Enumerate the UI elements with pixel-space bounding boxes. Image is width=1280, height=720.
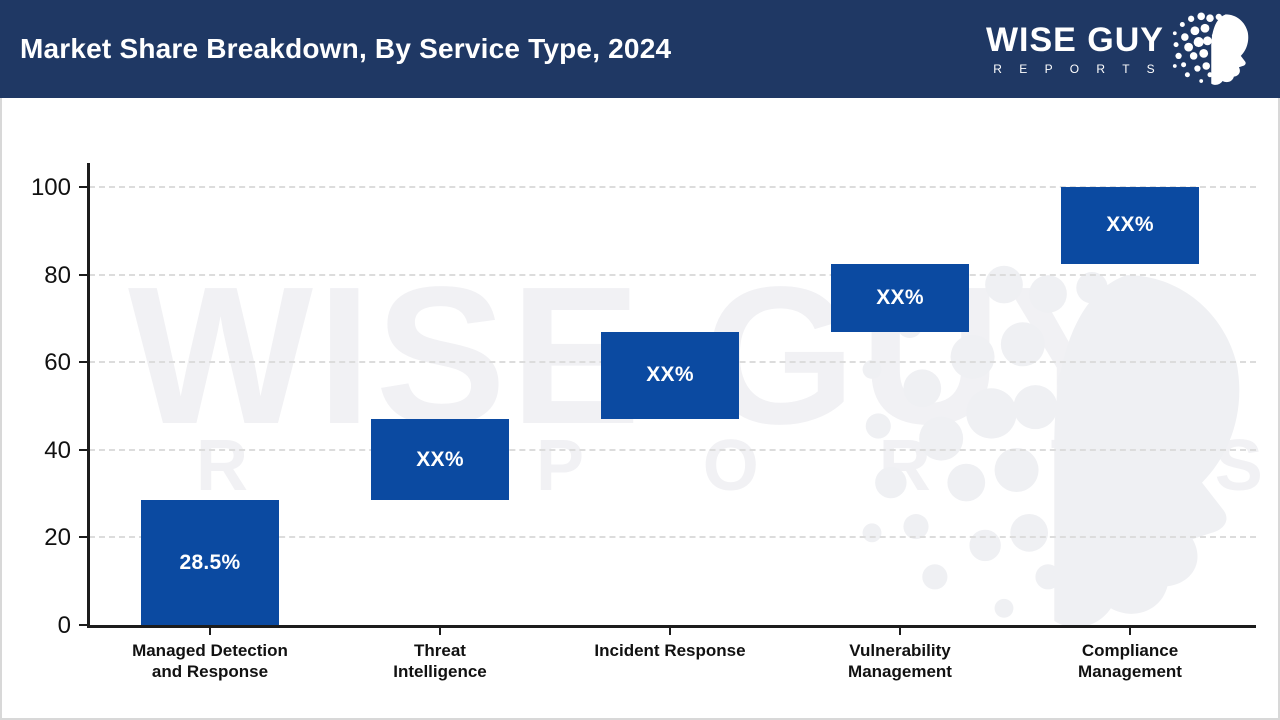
x-category-line: and Response	[151, 662, 269, 681]
bar-value-label: XX%	[1106, 213, 1154, 237]
x-category-label: Vulnerability Management	[775, 640, 1025, 682]
y-axis-line	[87, 163, 90, 628]
x-category-line: Vulnerability	[849, 641, 951, 660]
bar-value-label: XX%	[876, 285, 924, 309]
x-category-line: Compliance	[1081, 641, 1179, 660]
gridline-20	[89, 536, 1256, 539]
y-tick-100	[79, 186, 89, 188]
bar-segment: XX%	[1061, 187, 1199, 264]
brand-wordmark: WISE GUY	[985, 20, 1164, 59]
page-title: Market Share Breakdown, By Service Type,…	[20, 33, 672, 64]
brand-head-icon	[1172, 12, 1249, 85]
y-tick-label-100: 100	[30, 174, 71, 201]
brand-logo: WISE GUY R E P O R T S	[986, 9, 1254, 89]
y-tick-label-40: 40	[44, 436, 71, 464]
y-tick-label-0: 0	[57, 612, 71, 639]
y-tick-80	[79, 273, 89, 276]
y-tick-40	[79, 448, 89, 451]
x-category-line: Management	[1078, 662, 1182, 681]
x-category-line: Threat	[414, 641, 466, 660]
y-tick-60	[79, 361, 89, 364]
x-category-line: Managed Detection	[132, 641, 288, 660]
bar-value-label: XX%	[416, 447, 464, 471]
left-border	[0, 98, 2, 720]
x-category-label: Incident Response	[545, 640, 795, 661]
x-tick	[439, 627, 441, 635]
y-tick-20	[79, 536, 89, 539]
x-tick	[1129, 627, 1131, 635]
y-tick-0	[79, 624, 89, 626]
x-category-line: Intelligence	[393, 662, 487, 681]
y-tick-label-60: 60	[44, 349, 71, 377]
bar-value-label: 28.5%	[179, 550, 241, 574]
header-bar: Market Share Breakdown, By Service Type,…	[0, 0, 1280, 98]
gridline-80	[89, 273, 1256, 276]
bar-segment: XX%	[831, 263, 969, 332]
bar-segment: XX%	[601, 331, 739, 420]
bottom-border	[0, 718, 1280, 720]
x-tick	[669, 627, 671, 635]
bar-segment: 28.5%	[141, 500, 279, 625]
x-category-label: Compliance Management	[1005, 640, 1255, 682]
brand-subtext: R E P O R T S	[993, 61, 1162, 76]
x-tick	[899, 627, 901, 635]
y-tick-label-80: 80	[44, 261, 71, 289]
gridline-40	[89, 448, 1256, 451]
brand-text: WISE GUY R E P O R T S	[986, 23, 1164, 76]
x-tick	[209, 627, 211, 635]
x-axis-line	[87, 625, 1256, 628]
bar-segment: XX%	[371, 419, 509, 501]
gridline-100	[89, 186, 1256, 188]
x-category-line: Management	[848, 662, 952, 681]
bar-value-label: XX%	[646, 363, 694, 387]
x-category-label: Managed Detection and Response	[85, 640, 335, 682]
x-category-line: Incident Response	[594, 641, 746, 660]
right-border	[1278, 98, 1280, 720]
x-category-label: Threat Intelligence	[315, 640, 565, 682]
y-tick-label-20: 20	[44, 524, 71, 552]
